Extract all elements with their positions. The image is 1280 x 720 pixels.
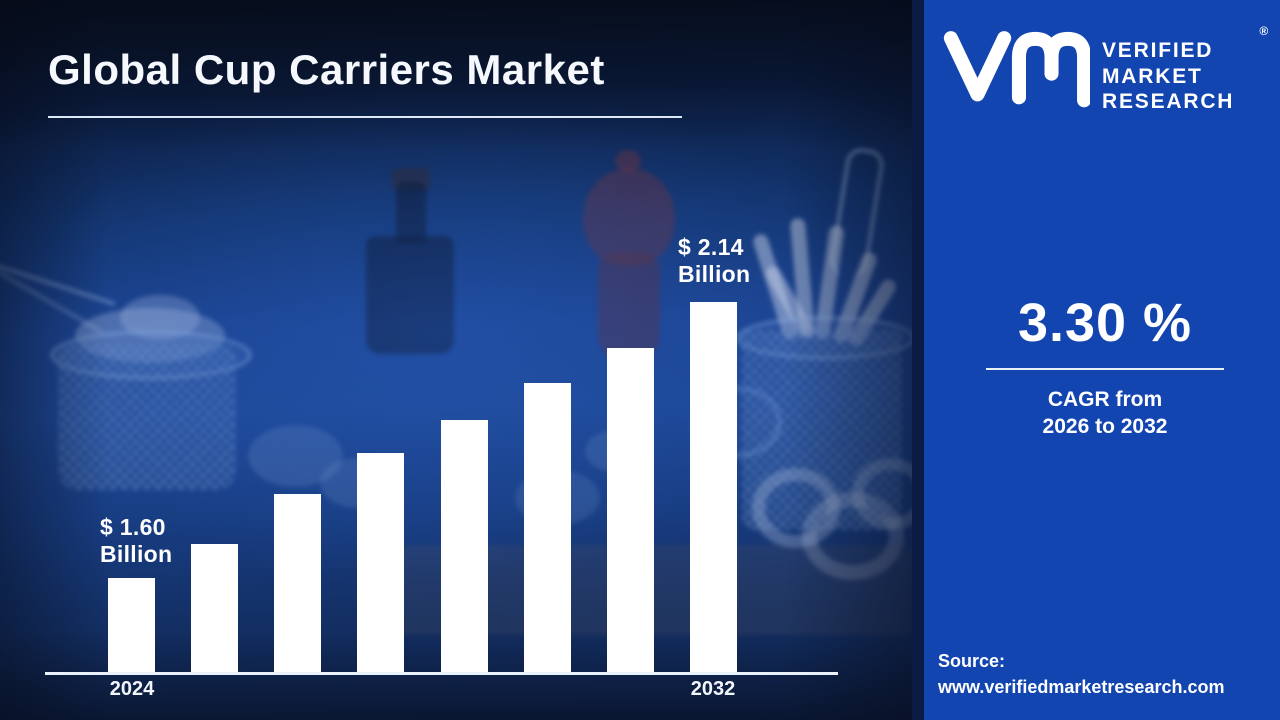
source-url[interactable]: www.verifiedmarketresearch.com: [938, 676, 1225, 697]
brand-line: VERIFIED: [1102, 39, 1214, 62]
cagr-underline: [986, 368, 1224, 370]
brand-line: MARKET: [1102, 64, 1203, 88]
chart-bar: [690, 302, 737, 672]
onion-ring-decor: [852, 458, 912, 530]
x-axis-tick-label: 2024: [109, 678, 155, 700]
pepper-mill-decor: [615, 150, 641, 172]
page-title: Global Cup Carriers Market: [48, 46, 605, 93]
panel-divider: [912, 0, 924, 720]
source-label: Source:: [938, 650, 1006, 671]
vmr-logo: ® VERIFIED MARKET RESEARCH: [942, 24, 1270, 115]
chart-bar: [441, 420, 488, 672]
chart-bar: [108, 578, 155, 672]
cagr-block: 3.30 % CAGR from 2026 to 2032: [944, 292, 1266, 441]
chart-bar: [274, 494, 321, 672]
chart-panel: Global Cup Carriers Market $ 1.60 Billion…: [0, 0, 912, 720]
bar-chart: $ 1.60 Billion $ 2.14 Billion 2024 2032: [45, 232, 838, 700]
bar-value-label: $ 2.14 Billion: [678, 234, 751, 288]
chart-bar: [357, 453, 404, 672]
brand-line: RESEARCH: [1102, 90, 1235, 114]
french-fry-decor: [832, 250, 879, 345]
french-fry-decor: [846, 276, 899, 349]
bar-value-label: $ 1.60 Billion: [100, 514, 173, 568]
cagr-value: 3.30 %: [1017, 293, 1193, 353]
brand-name: ® VERIFIED MARKET RESEARCH: [1102, 24, 1270, 115]
bottle-cap-decor: [392, 168, 430, 190]
chart-bar: [191, 544, 238, 672]
registered-trademark-icon: ®: [1259, 24, 1270, 38]
x-axis-tick-label: 2032: [690, 678, 736, 700]
title-underline: [48, 116, 682, 118]
chart-bar: [524, 383, 571, 672]
source-block: Source: www.verifiedmarketresearch.com: [938, 648, 1276, 700]
sidebar: ® VERIFIED MARKET RESEARCH 3.30 % CAGR f…: [924, 0, 1280, 720]
cagr-caption: CAGR from 2026 to 2032: [1042, 388, 1168, 439]
vmr-logo-icon: [943, 31, 1090, 108]
chart-bar: [607, 348, 654, 672]
